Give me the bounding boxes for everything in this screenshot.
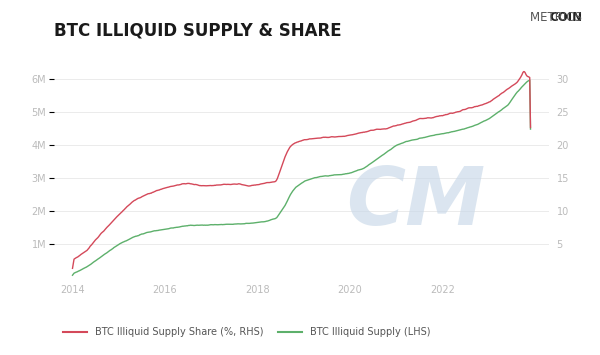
Text: BTC ILLIQUID SUPPLY & SHARE: BTC ILLIQUID SUPPLY & SHARE: [54, 21, 341, 39]
Text: CM: CM: [346, 164, 485, 242]
Legend: BTC Illiquid Supply Share (%, RHS), BTC Illiquid Supply (LHS): BTC Illiquid Supply Share (%, RHS), BTC …: [59, 323, 434, 341]
Text: COIN: COIN: [549, 11, 582, 24]
Text: METRICS: METRICS: [500, 11, 582, 24]
